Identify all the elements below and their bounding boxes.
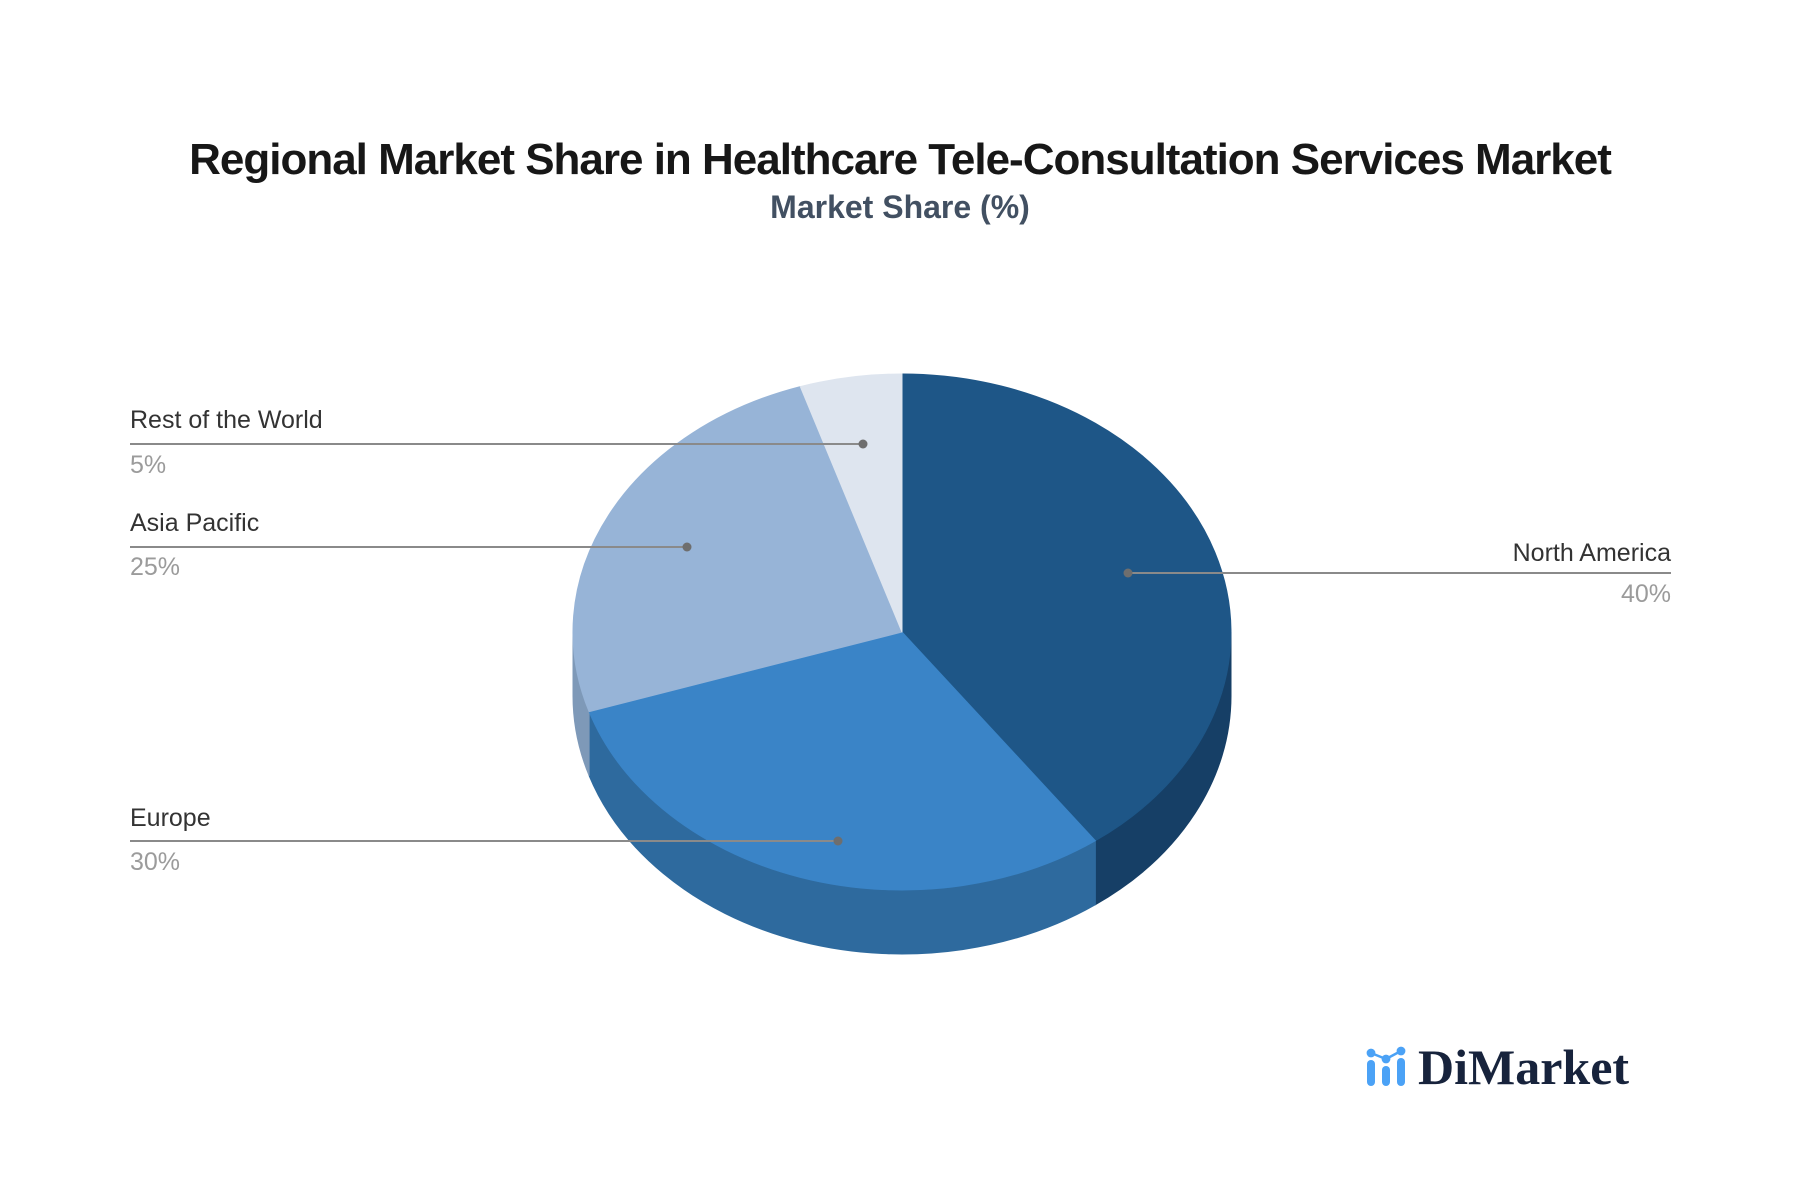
slice-value-europe: 30% — [130, 848, 181, 876]
chart-subtitle: Market Share (%) — [770, 189, 1030, 225]
pie-slice-rest-of-the-world[interactable] — [799, 373, 903, 633]
logo-dot-2 — [1381, 1054, 1391, 1064]
slice-value-north-america: 40% — [1620, 580, 1671, 608]
leader-dot-rest-of-the-world — [858, 439, 868, 449]
leader-dot-europe — [833, 836, 843, 846]
logo-bar-2 — [1382, 1066, 1390, 1086]
pie-slice-europe[interactable] — [588, 631, 1097, 891]
slice-label-europe: Europe — [130, 804, 211, 832]
logo-dot-3 — [1396, 1046, 1406, 1056]
slice-label-north-america: North America — [1512, 539, 1671, 567]
chart-title: Regional Market Share in Healthcare Tele… — [189, 135, 1612, 184]
pie-slice-north-america[interactable] — [901, 373, 1232, 842]
slice-value-rest-of-the-world: 5% — [130, 451, 167, 479]
logo-bar-1 — [1367, 1060, 1375, 1086]
pie-slice-asia-pacific[interactable] — [572, 386, 903, 713]
logo-dot-1 — [1366, 1048, 1376, 1058]
slice-label-asia-pacific: Asia Pacific — [130, 509, 260, 537]
logo-text: DiMarket — [1418, 1039, 1630, 1095]
leader-dot-north-america — [1123, 568, 1133, 578]
leader-dot-asia-pacific — [682, 542, 692, 552]
slice-value-asia-pacific: 25% — [130, 553, 181, 581]
slice-label-rest-of-the-world: Rest of the World — [130, 406, 323, 434]
logo-bar-3 — [1397, 1058, 1405, 1086]
bar-chart-icon — [1366, 1046, 1406, 1086]
